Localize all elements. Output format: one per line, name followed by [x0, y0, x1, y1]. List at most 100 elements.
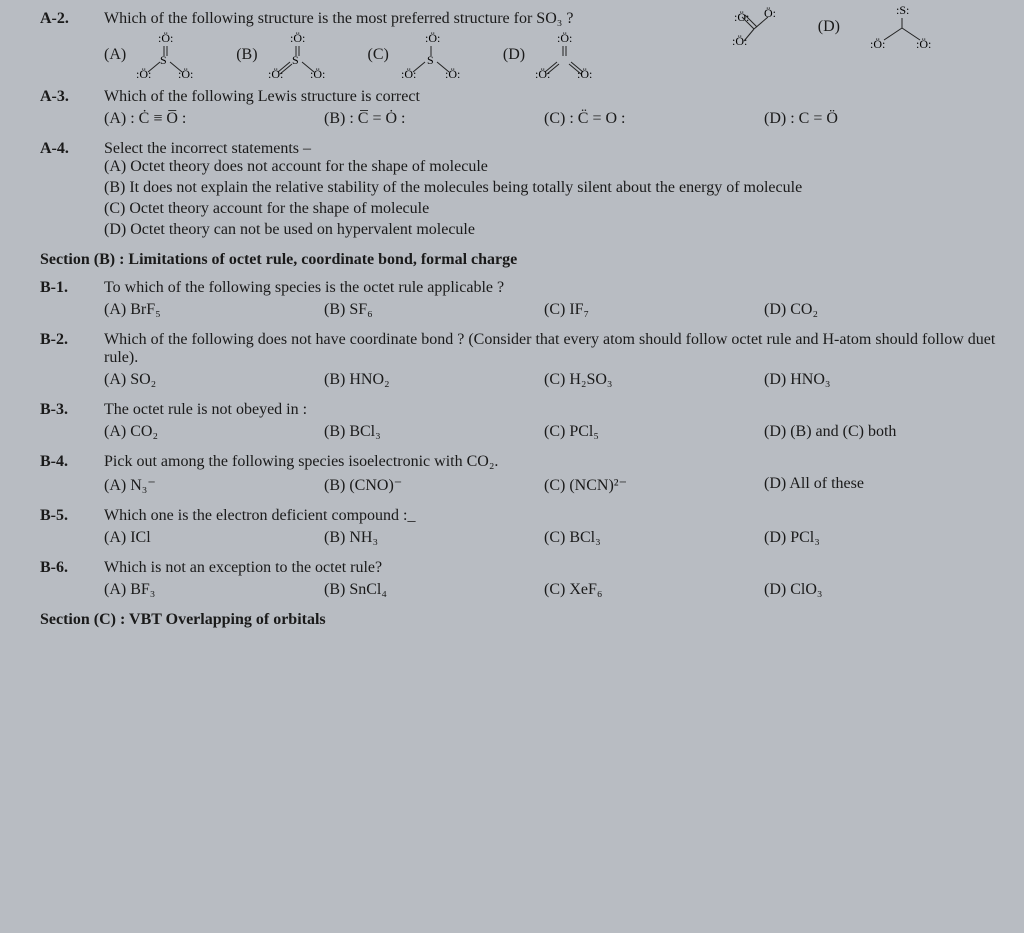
- frag-c-icon: :Ö: Ö: :Ö:: [728, 7, 788, 47]
- b2-opt-d: (D) HNO₃: [764, 371, 984, 389]
- a2-opt-d-label: (D): [503, 46, 525, 63]
- a3-opt-c: (C) : C̈ = O :: [544, 110, 764, 128]
- q-num-b3: B-3.: [40, 401, 104, 419]
- svg-text::Ö:: :Ö:: [268, 67, 283, 78]
- svg-text:S: S: [292, 53, 299, 67]
- a2-opt-d-inline: (D) :Ö: :Ö: :Ö:: [503, 32, 595, 78]
- svg-text:S: S: [427, 53, 434, 67]
- b1-opt-a: (A) BrF₅: [104, 301, 324, 319]
- option-d-top-label: (D): [818, 18, 840, 36]
- a2-opt-b-label: (B): [236, 46, 257, 63]
- svg-text::Ö:: :Ö:: [178, 67, 193, 78]
- a2-opt-a: (A) :Ö: S :Ö: :Ö:: [104, 32, 196, 78]
- b5-opt-a: (A) ICl: [104, 529, 324, 547]
- svg-text::Ö:: :Ö:: [445, 67, 460, 78]
- svg-text::Ö:: :Ö:: [577, 67, 592, 78]
- q-num-b4: B-4.: [40, 453, 104, 471]
- question-b3: B-3. The octet rule is not obeyed in : (…: [40, 401, 1000, 443]
- b1-options: (A) BrF₅ (B) SF₆ (C) IF₇ (D) CO₂: [104, 301, 1000, 321]
- a4-opt-d: (D) Octet theory can not be used on hype…: [104, 221, 984, 239]
- q-num-b5: B-5.: [40, 507, 104, 525]
- frag-d-icon: :S: :Ö: :Ö:: [870, 4, 940, 49]
- q-text-b1: To which of the following species is the…: [104, 279, 1000, 297]
- a3-opt-d: (D) : C = Ö: [764, 110, 984, 128]
- b3-opt-c: (C) PCl₅: [544, 423, 764, 441]
- a3-opt-a: (A) : Ċ ≡ O̅ :: [104, 110, 324, 128]
- b4-opt-d: (D) All of these: [764, 475, 984, 495]
- a3-options: (A) : Ċ ≡ O̅ : (B) : C̅ = Ȯ : (C) : C̈…: [104, 110, 1000, 130]
- svg-text::Ö:: :Ö:: [870, 37, 885, 49]
- b2-opt-a: (A) SO₂: [104, 371, 324, 389]
- b2-options: (A) SO₂ (B) HNO₂ (C) H₂SO₃ (D) HNO₃: [104, 371, 1000, 391]
- b3-opt-a: (A) CO₂: [104, 423, 324, 441]
- a2-opt-c: (C) :Ö: S :Ö: :Ö:: [368, 32, 463, 78]
- question-b4: B-4. Pick out among the following specie…: [40, 453, 1000, 497]
- svg-text::Ö:: :Ö:: [535, 67, 550, 78]
- b3-opt-b: (B) BCl₃: [324, 423, 544, 441]
- svg-text::Ö:: :Ö:: [290, 32, 305, 45]
- question-b5: B-5. Which one is the electron deficient…: [40, 507, 1000, 549]
- so3-c-icon: :Ö: S :Ö: :Ö:: [399, 32, 463, 78]
- a4-opt-b: (B) It does not explain the relative sta…: [104, 179, 984, 197]
- so3-a-icon: :Ö: S :Ö: :Ö:: [136, 32, 196, 78]
- b5-opt-b: (B) NH₃: [324, 529, 544, 547]
- a2-opt-b: (B) :Ö: S :Ö: :Ö:: [236, 32, 327, 78]
- svg-text::Ö:: :Ö:: [425, 32, 440, 45]
- q-num-b2: B-2.: [40, 331, 104, 349]
- so3-d-icon: :Ö: :Ö: :Ö:: [535, 32, 595, 78]
- q-text-b6: Which is not an exception to the octet r…: [104, 559, 1000, 577]
- question-b1: B-1. To which of the following species i…: [40, 279, 1000, 321]
- q-num-a3: A-3.: [40, 88, 104, 106]
- question-a4: A-4. Select the incorrect statements – (…: [40, 140, 1000, 239]
- so3-b-icon: :Ö: S :Ö: :Ö:: [268, 32, 328, 78]
- svg-text:Ö:: Ö:: [764, 7, 776, 20]
- b5-options: (A) ICl (B) NH₃ (C) BCl₃ (D) PCl₃: [104, 529, 1000, 549]
- b2-opt-b: (B) HNO₂: [324, 371, 544, 389]
- b5-opt-c: (C) BCl₃: [544, 529, 764, 547]
- question-b2: B-2. Which of the following does not hav…: [40, 331, 1000, 391]
- svg-text::Ö:: :Ö:: [136, 67, 151, 78]
- section-b-title: Section (B) : Limitations of octet rule,…: [40, 251, 1000, 269]
- b6-options: (A) BF₃ (B) SnCl₄ (C) XeF₆ (D) ClO₃: [104, 581, 1000, 601]
- b1-opt-c: (C) IF₇: [544, 301, 764, 319]
- b4-opt-b: (B) (CNO)⁻: [324, 475, 544, 495]
- svg-text::S:: :S:: [896, 4, 909, 17]
- b6-opt-a: (A) BF₃: [104, 581, 324, 599]
- q-text-b4: Pick out among the following species iso…: [104, 453, 1000, 471]
- top-diagrams: :Ö: Ö: :Ö: (D) :S: :Ö: :Ö:: [728, 4, 940, 49]
- a3-opt-b: (B) : C̅ = Ȯ :: [324, 110, 544, 128]
- question-b6: B-6. Which is not an exception to the oc…: [40, 559, 1000, 601]
- svg-text::Ö:: :Ö:: [158, 32, 173, 45]
- svg-text::Ö:: :Ö:: [916, 37, 931, 49]
- q-text-a3: Which of the following Lewis structure i…: [104, 88, 1000, 106]
- a4-opt-a: (A) Octet theory does not account for th…: [104, 158, 984, 176]
- b6-opt-c: (C) XeF₆: [544, 581, 764, 599]
- b2-opt-c: (C) H₂SO₃: [544, 371, 764, 389]
- a2-opt-a-label: (A): [104, 46, 126, 63]
- page: :Ö: Ö: :Ö: (D) :S: :Ö: :Ö: A-2. Which of…: [40, 10, 1000, 629]
- a2-opt-c-label: (C): [368, 46, 389, 63]
- svg-text::Ö:: :Ö:: [310, 67, 325, 78]
- b1-opt-b: (B) SF₆: [324, 301, 544, 319]
- b3-options: (A) CO₂ (B) BCl₃ (C) PCl₅ (D) (B) and (C…: [104, 423, 1000, 443]
- q-num-b1: B-1.: [40, 279, 104, 297]
- b4-opt-a: (A) N₃⁻: [104, 475, 324, 495]
- b4-options: (A) N₃⁻ (B) (CNO)⁻ (C) (NCN)²⁻ (D) All o…: [104, 475, 1000, 497]
- svg-text:S: S: [160, 53, 167, 67]
- svg-text::Ö:: :Ö:: [401, 67, 416, 78]
- b5-opt-d: (D) PCl₃: [764, 529, 984, 547]
- q-text-b2: Which of the following does not have coo…: [104, 331, 1000, 367]
- footer-line: Section (C) : VBT Overlapping of orbital…: [40, 611, 1000, 629]
- b3-opt-d: (D) (B) and (C) both: [764, 423, 984, 441]
- svg-text::Ö:: :Ö:: [557, 32, 572, 45]
- q-text-b5: Which one is the electron deficient comp…: [104, 507, 1000, 525]
- q-num-b6: B-6.: [40, 559, 104, 577]
- b6-opt-b: (B) SnCl₄: [324, 581, 544, 599]
- q-text-a4: Select the incorrect statements –: [104, 140, 1000, 158]
- question-a3: A-3. Which of the following Lewis struct…: [40, 88, 1000, 130]
- b6-opt-d: (D) ClO₃: [764, 581, 984, 599]
- b4-opt-c: (C) (NCN)²⁻: [544, 475, 764, 495]
- q-num-a2: A-2.: [40, 10, 104, 28]
- a4-opt-c: (C) Octet theory account for the shape o…: [104, 200, 984, 218]
- question-a2: :Ö: Ö: :Ö: (D) :S: :Ö: :Ö: A-2. Which of…: [40, 10, 1000, 78]
